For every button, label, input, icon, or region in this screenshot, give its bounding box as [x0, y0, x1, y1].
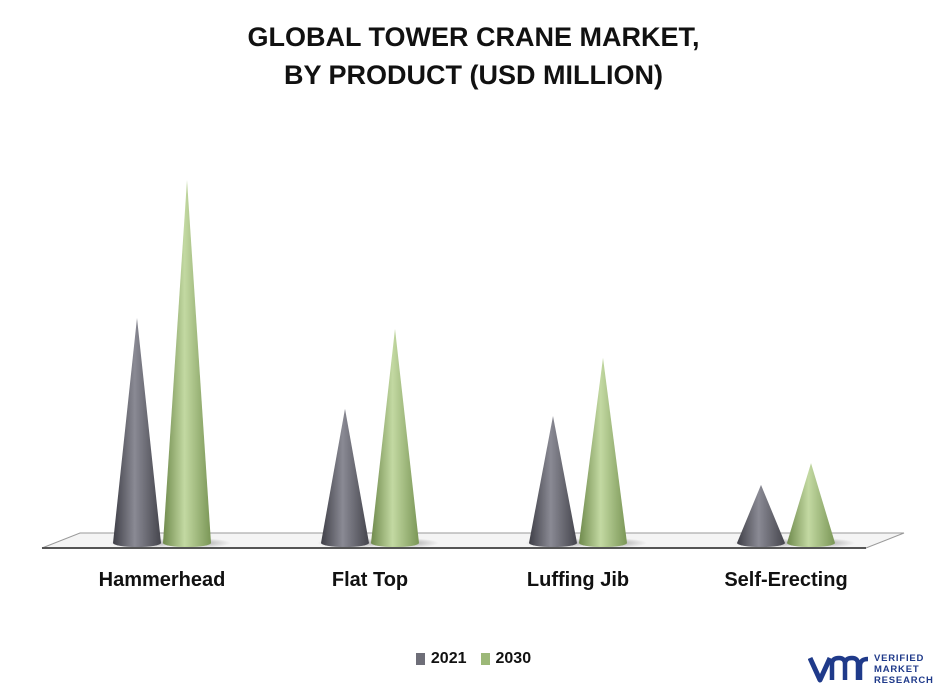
legend-label-2021: 2021: [430, 650, 467, 667]
cone-flat-top-2021: [321, 408, 369, 547]
cone-self-erecting-2030: [787, 463, 835, 547]
logo-line-2: MARKET: [874, 663, 920, 675]
category-label-hammerhead: Hammerhead: [99, 569, 226, 591]
category-label-self-erecting: Self-Erecting: [724, 569, 847, 591]
cone-hammerhead-2030: [163, 180, 211, 547]
legend: 2021 2030: [0, 650, 947, 668]
logo-line-3: RESEARCH: [874, 674, 934, 686]
cone-flat-top-2030: [371, 328, 419, 547]
chart-title-line-2: BY PRODUCT (USD MILLION): [284, 60, 663, 90]
logo-line-1: VERIFIED: [874, 652, 925, 664]
cone-luffing-jib-2030: [579, 357, 627, 547]
chart-title: GLOBAL TOWER CRANE MARKET, BY PRODUCT (U…: [0, 18, 947, 94]
brand-logo: VERIFIED MARKET RESEARCH: [808, 650, 940, 688]
vmr-logo-icon: [808, 655, 869, 683]
chart-plot: Hammerhead Flat Top Luffing Jib Self-Erecti…: [41, 180, 905, 591]
category-label-flat-top: Flat Top: [332, 569, 408, 591]
cone-luffing-jib-2021: [529, 415, 577, 547]
legend-swatch-2021: [415, 653, 425, 665]
legend-item-2021: 2021: [415, 650, 467, 668]
legend-swatch-2030: [480, 653, 490, 665]
logo-text: VERIFIED MARKET RESEARCH: [874, 653, 934, 686]
chart-title-line-1: GLOBAL TOWER CRANE MARKET,: [247, 22, 700, 52]
cone-hammerhead-2021: [113, 317, 161, 547]
legend-label-2030: 2030: [495, 650, 532, 667]
category-label-luffing-jib: Luffing Jib: [527, 569, 629, 591]
legend-item-2030: 2030: [480, 650, 532, 668]
cone-self-erecting-2021: [737, 484, 785, 547]
